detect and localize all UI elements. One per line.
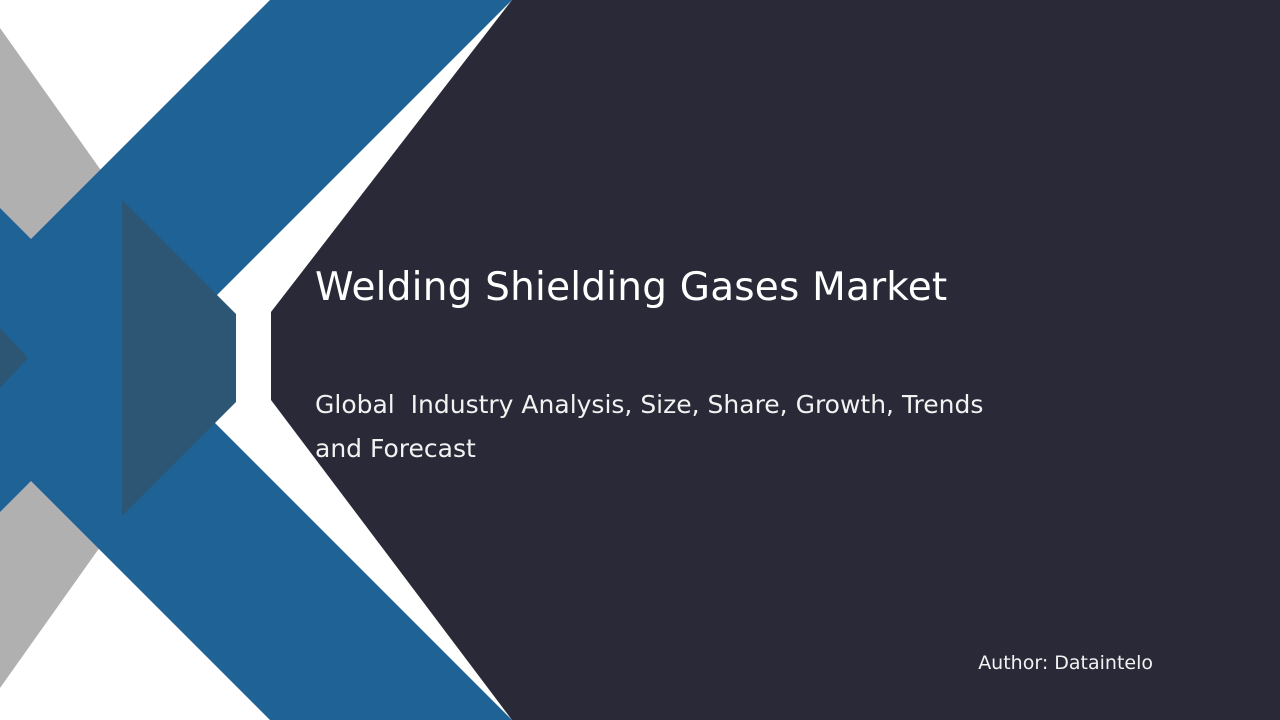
gray-blue-overlap-tip xyxy=(0,328,28,388)
author-credit: Author: Dataintelo xyxy=(978,652,1153,674)
navy-content-panel xyxy=(271,0,1280,720)
slide-subtitle: Global Industry Analysis, Size, Share, G… xyxy=(315,390,1000,463)
slide-title: Welding Shielding Gases Market xyxy=(315,265,948,310)
gray-blue-overlap-shape xyxy=(122,200,236,516)
